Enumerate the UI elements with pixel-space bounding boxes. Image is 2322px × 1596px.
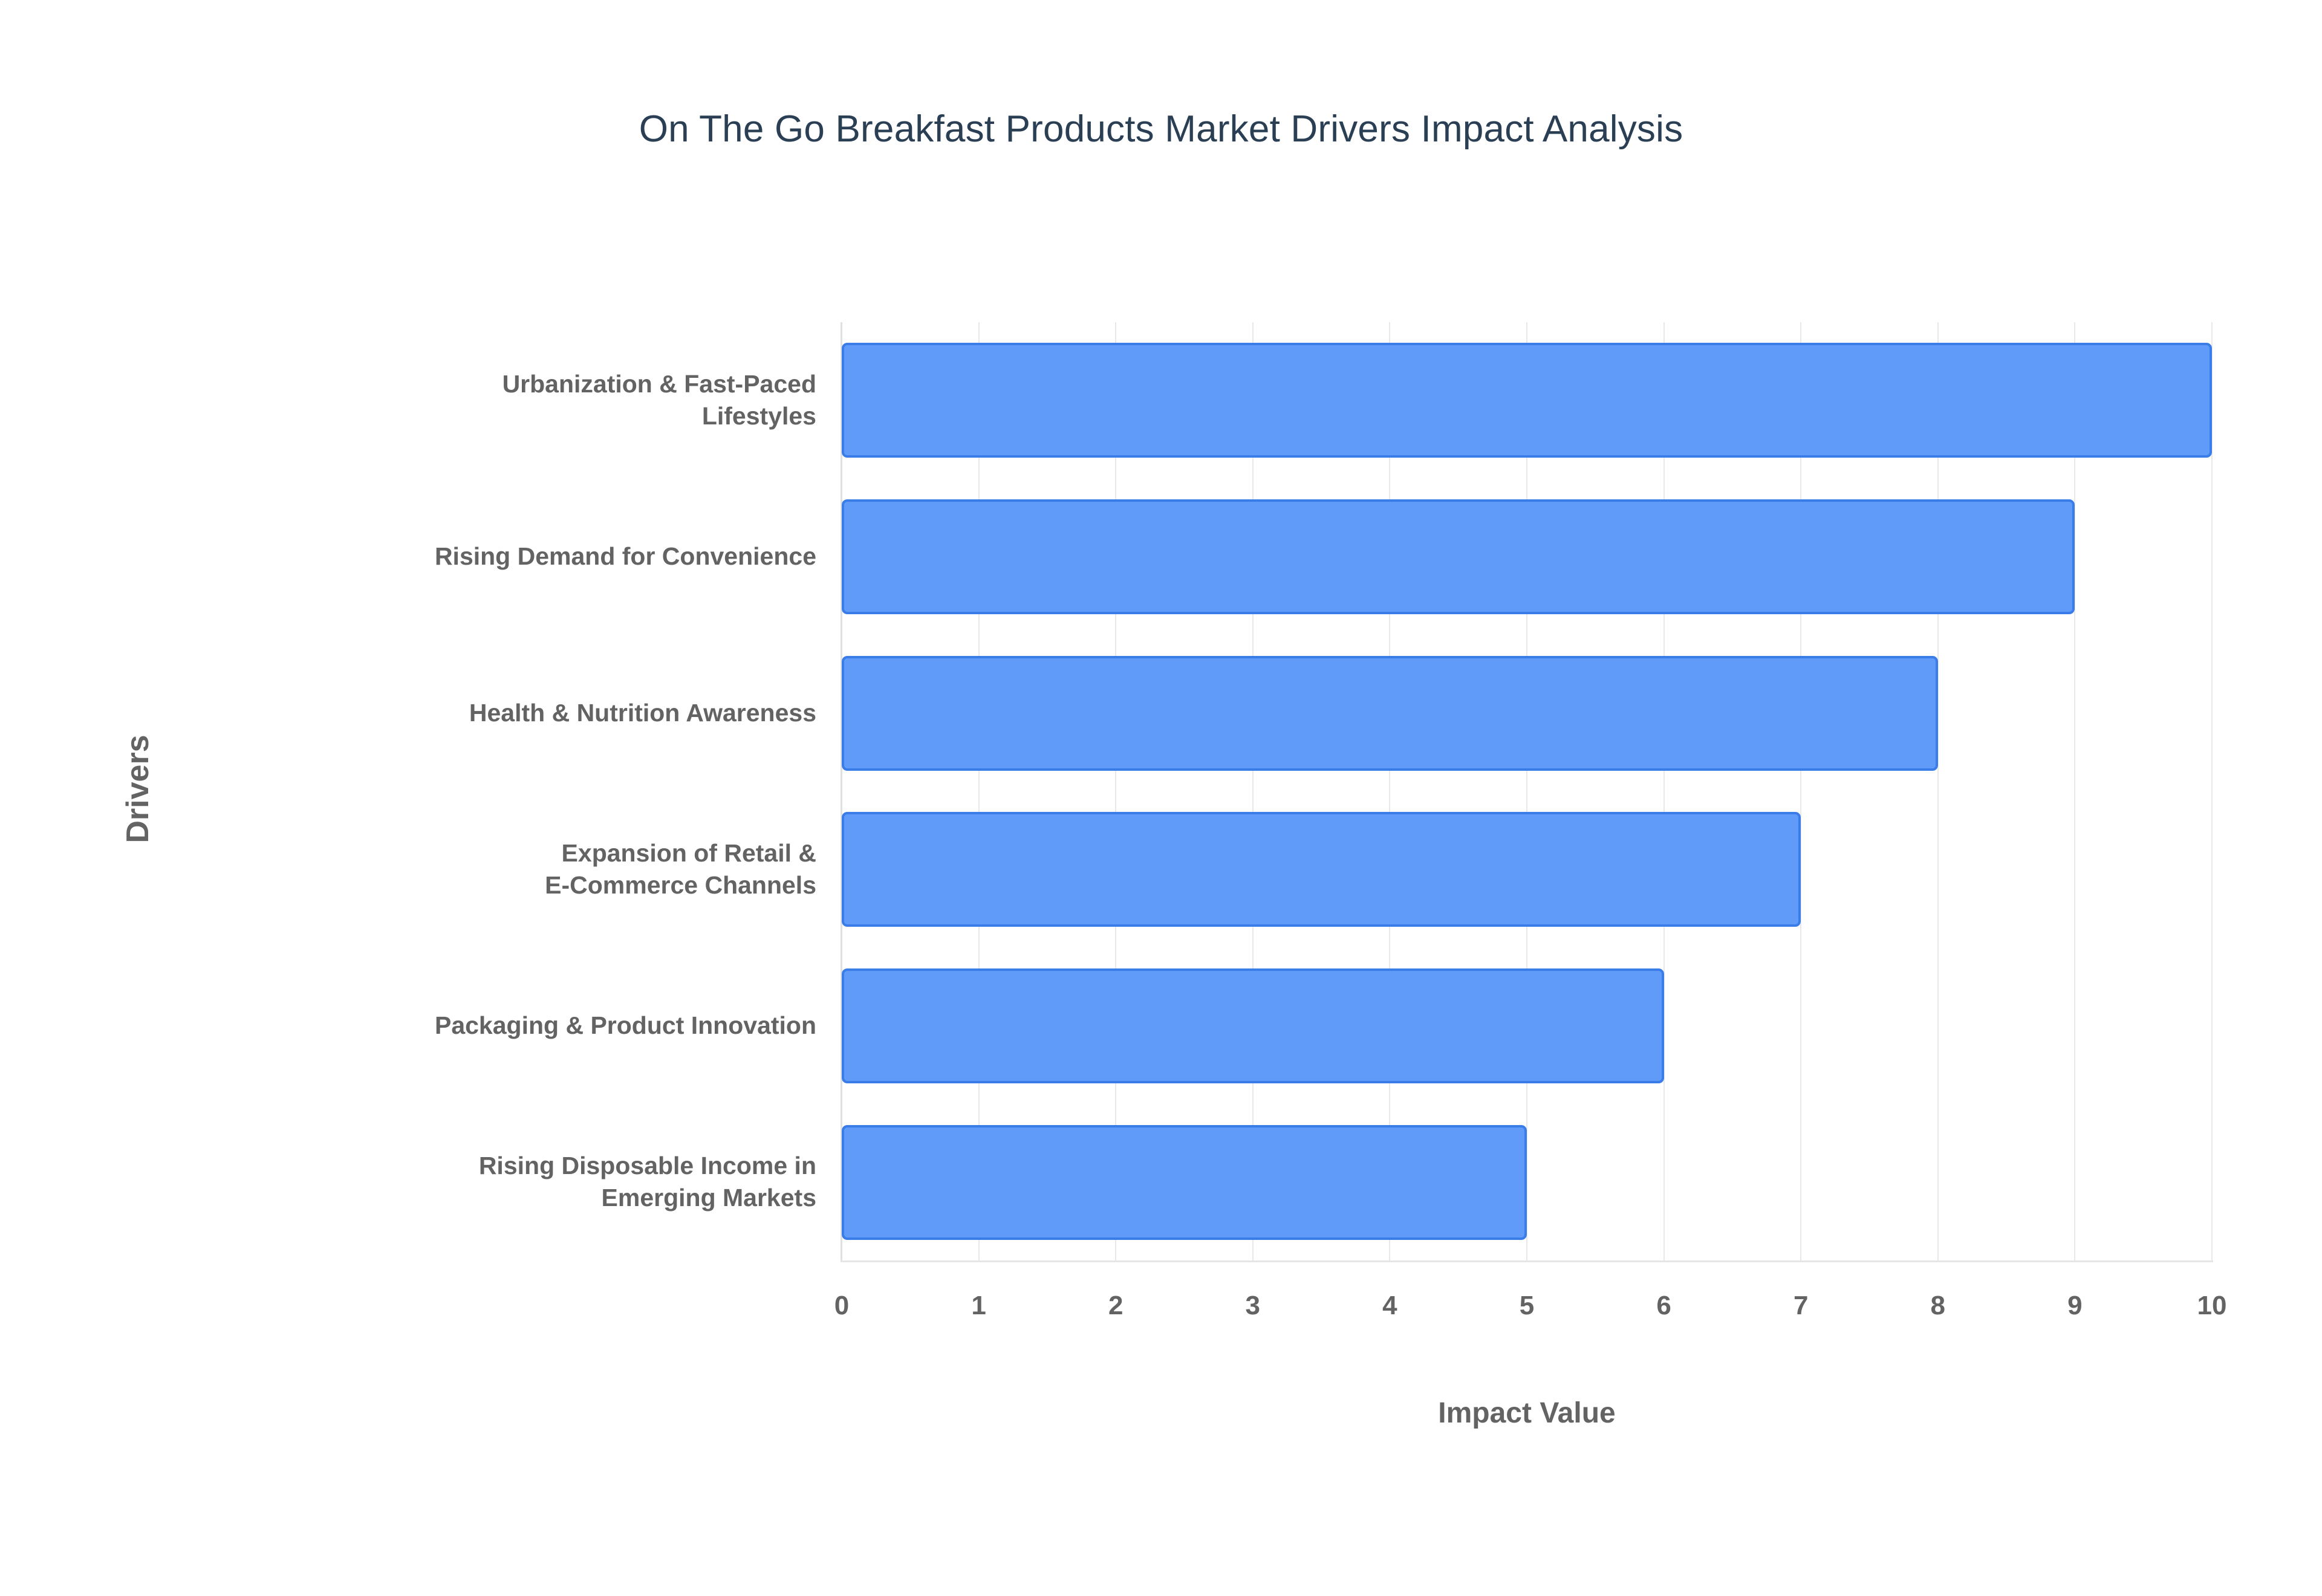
y-axis-category-label: Health & Nutrition Awareness — [260, 635, 816, 791]
x-axis-tick-label: 3 — [1245, 1291, 1261, 1320]
gridline-x-9 — [2074, 322, 2076, 1260]
y-axis-category-label-line: Packaging & Product Innovation — [434, 1011, 816, 1039]
x-axis-tick-label: 8 — [1930, 1291, 1946, 1320]
gridline-x-0 — [841, 322, 842, 1260]
y-axis-category-label: Rising Demand for Convenience — [260, 479, 816, 635]
gridline-x-8 — [1937, 322, 1939, 1260]
bar — [842, 499, 2075, 614]
x-axis-tick-label: 4 — [1382, 1291, 1397, 1320]
y-axis-category-label-line: Rising Disposable Income in — [478, 1152, 816, 1180]
gridline-x-3 — [1252, 322, 1254, 1260]
x-axis-tick-label: 1 — [971, 1291, 986, 1320]
bar — [842, 812, 1801, 927]
y-axis-category-label-line: Health & Nutrition Awareness — [469, 698, 816, 727]
gridline-x-5 — [1526, 322, 1527, 1260]
x-axis-tick-label: 10 — [2197, 1291, 2227, 1320]
bar — [842, 343, 2212, 458]
y-axis-category-label: Expansion of Retail & E-Commerce Channels — [260, 791, 816, 947]
gridline-x-2 — [1115, 322, 1117, 1260]
x-axis-tick-label: 7 — [1793, 1291, 1809, 1320]
y-axis-category-label-line: Rising Demand for Convenience — [434, 542, 816, 570]
gridline-x-4 — [1389, 322, 1391, 1260]
bar — [842, 968, 1664, 1083]
x-axis-tick-label: 9 — [2067, 1291, 2083, 1320]
x-axis-tick-label: 2 — [1108, 1291, 1124, 1320]
y-axis-category-label: Urbanization & Fast-Paced Lifestyles — [260, 322, 816, 478]
x-axis-tick-label: 0 — [834, 1291, 850, 1320]
x-axis-tick-label: 6 — [1656, 1291, 1671, 1320]
chart-title: On The Go Breakfast Products Market Driv… — [639, 108, 1683, 150]
plot-area — [841, 322, 2213, 1260]
gridline-x-6 — [1663, 322, 1665, 1260]
y-axis-category-label-line: Expansion of Retail & — [561, 839, 816, 867]
y-axis-category-label-line: Emerging Markets — [601, 1184, 816, 1212]
x-axis-tick-label: 5 — [1519, 1291, 1535, 1320]
x-axis-title: Impact Value — [1438, 1397, 1616, 1429]
bar — [842, 655, 1938, 771]
y-axis-category-label-line: E-Commerce Channels — [545, 871, 816, 899]
y-axis-category-label-line: Urbanization & Fast-Paced — [502, 369, 816, 398]
bar — [842, 1124, 1527, 1240]
y-axis-category-label: Rising Disposable Income in Emerging Mark… — [260, 1104, 816, 1260]
y-axis-title: Drivers — [120, 735, 155, 843]
gridline-x-7 — [1800, 322, 1802, 1260]
y-axis-category-label-line: Lifestyles — [701, 402, 816, 430]
gridline-x-1 — [978, 322, 980, 1260]
y-axis-category-label: Packaging & Product Innovation — [260, 948, 816, 1104]
gridline-x-10 — [2211, 322, 2213, 1260]
x-axis-line — [841, 1260, 2213, 1262]
